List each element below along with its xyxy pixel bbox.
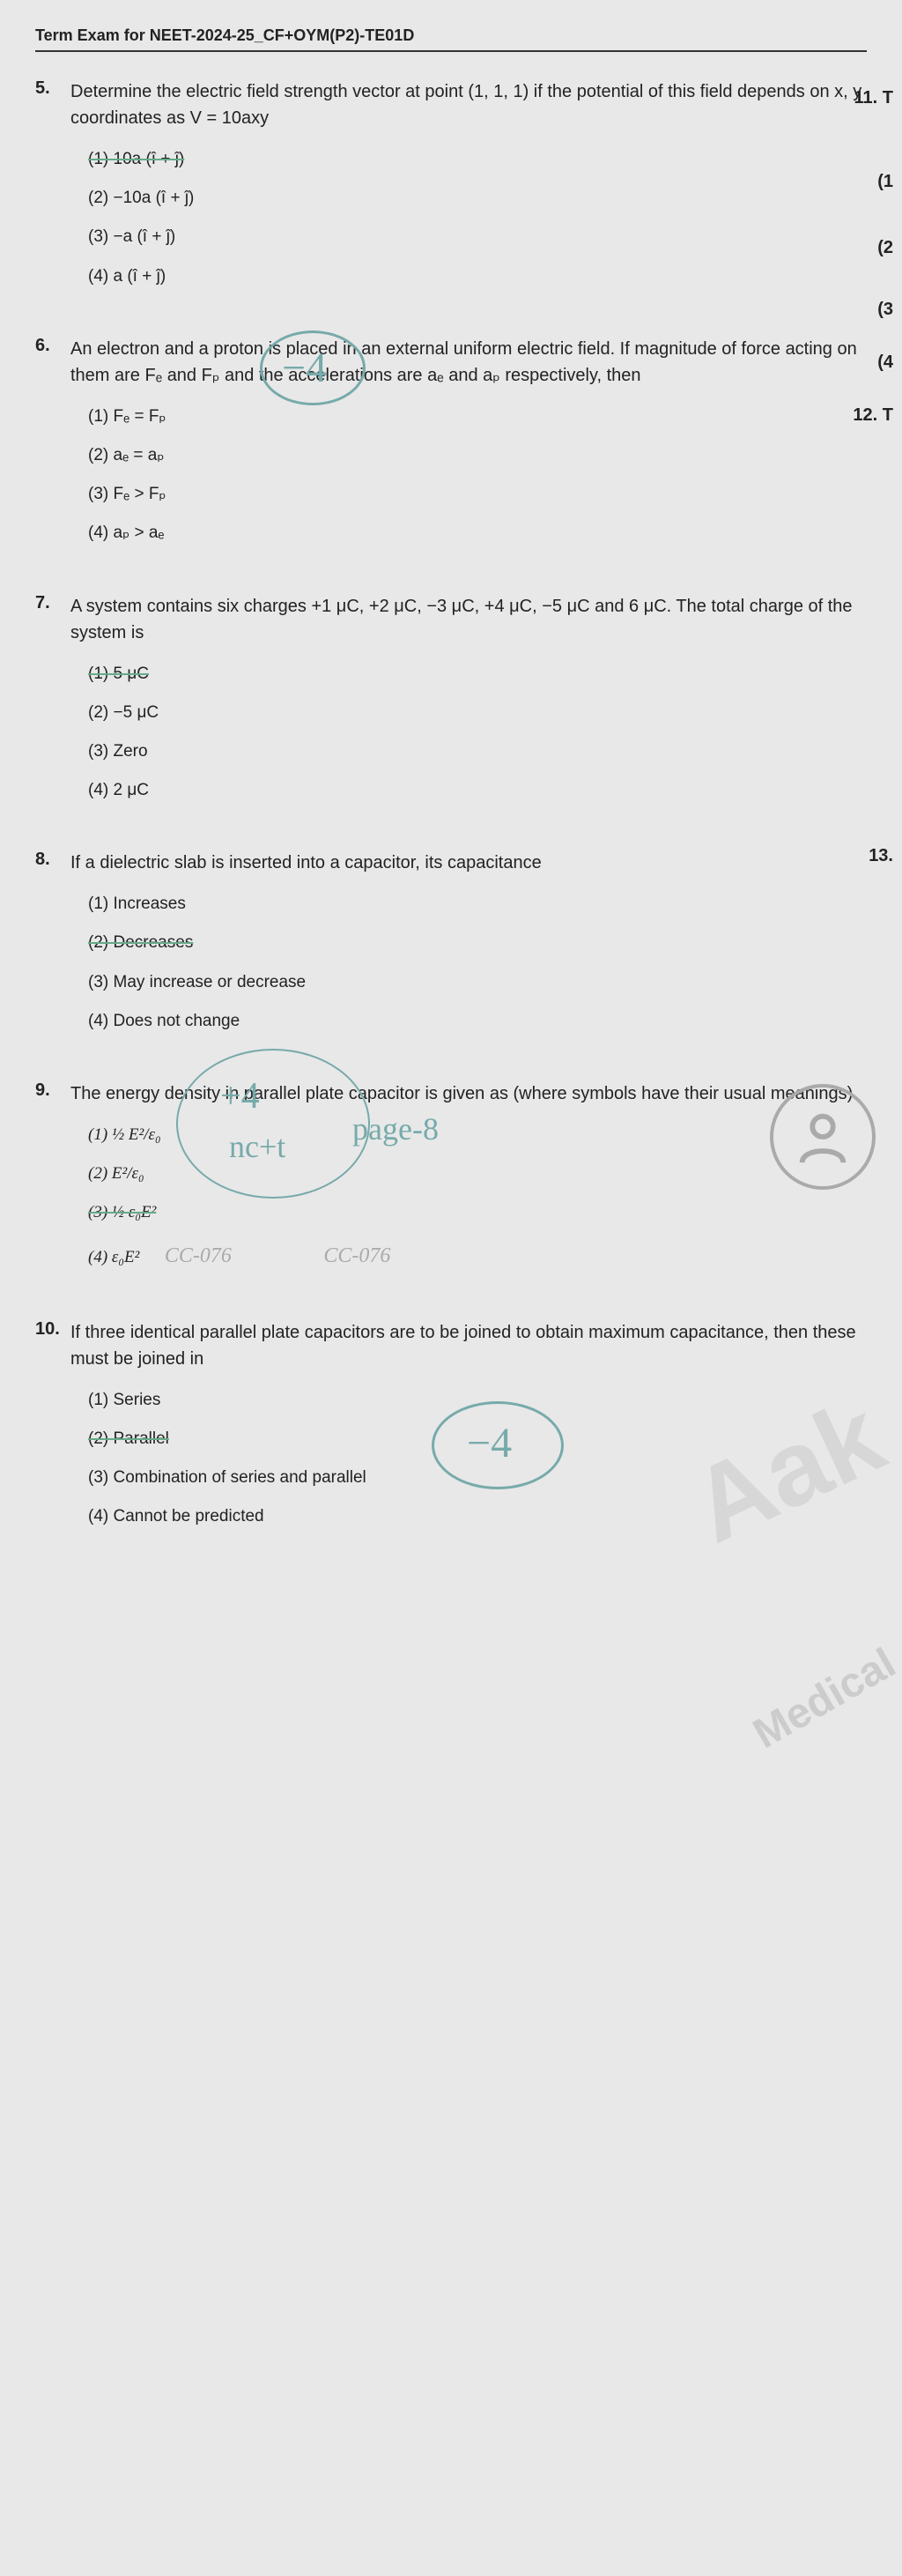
side-q13: 13. (869, 846, 893, 866)
q7-option-3: (3) Zero (88, 737, 867, 767)
q8-number: 8. (35, 850, 70, 1045)
question-9: 9. The energy density in parallel plate … (35, 1080, 867, 1284)
q6-text: An electron and a proton is placed in an… (70, 336, 867, 389)
q9-text: The energy density in parallel plate cap… (70, 1080, 867, 1107)
q10-text: If three identical parallel plate capaci… (70, 1319, 867, 1372)
q6-option-4: (4) aₚ > aₑ (88, 518, 867, 548)
q8-option-4: (4) Does not change (88, 1006, 867, 1036)
q7-option-2: (2) −5 μC (88, 698, 867, 728)
q6-option-2: (2) aₑ = aₚ (88, 441, 867, 471)
side-partial-2: (2 (877, 238, 893, 258)
handwritten-q7-2: nc+t (229, 1128, 285, 1165)
q9-option-4: (4) ε₀E² CC-076 CC-076 (88, 1237, 867, 1275)
handwritten-q8: −4 (467, 1419, 512, 1467)
q8-option-2: (2) Decreases (88, 928, 867, 958)
q9-option-1: (1) ½ E²/ε₀ (88, 1120, 867, 1150)
exam-header: Term Exam for NEET-2024-25_CF+OYM(P2)-TE… (35, 26, 867, 52)
q7-number: 7. (35, 593, 70, 815)
q6-option-1: (1) Fₑ = Fₚ (88, 402, 867, 432)
q5-option-4: (4) a (î + ĵ) (88, 262, 867, 292)
watermark-sub: Medical (745, 1639, 902, 1759)
handwritten-q5: −4 (282, 344, 327, 392)
q7-option-4: (4) 2 μC (88, 776, 867, 805)
q5-number: 5. (35, 78, 70, 301)
q5-option-1: (1) 10a (î + ĵ) (88, 145, 867, 174)
q9-option-3: (3) ½ ε₀E² (88, 1198, 867, 1228)
q9-option-4-text: (4) ε₀E² (88, 1248, 139, 1266)
q9-option-2: (2) E²/ε₀ (88, 1159, 867, 1189)
side-partial-3: (3 (877, 300, 893, 320)
q8-option-1: (1) Increases (88, 889, 867, 919)
q5-option-3: (3) −a (î + ĵ) (88, 222, 867, 252)
question-10: 10. If three identical parallel plate ca… (35, 1319, 867, 1541)
q6-number: 6. (35, 336, 70, 558)
q10-option-1: (1) Series (88, 1385, 867, 1415)
q10-option-3: (3) Combination of series and parallel (88, 1463, 867, 1493)
question-6: 6. An electron and a proton is placed in… (35, 336, 867, 558)
side-q11: 11. T (854, 88, 893, 108)
q10-option-4: (4) Cannot be predicted (88, 1502, 867, 1532)
question-8: 8. If a dielectric slab is inserted into… (35, 850, 867, 1045)
person-icon (770, 1084, 876, 1190)
q9-number: 9. (35, 1080, 70, 1284)
q5-option-2: (2) −10a (î + ĵ) (88, 183, 867, 213)
handwritten-q7-3: page-8 (352, 1110, 439, 1147)
q7-text: A system contains six charges +1 μC, +2 … (70, 593, 867, 646)
cc-code-left: CC-076 (165, 1244, 232, 1267)
side-partial-4: (4 (877, 353, 893, 373)
q7-option-1: (1) 5 μC (88, 659, 867, 689)
q10-number: 10. (35, 1319, 70, 1541)
question-5: 5. Determine the electric field strength… (35, 78, 867, 301)
q6-option-3: (3) Fₑ > Fₚ (88, 479, 867, 509)
handwritten-q7-1: +4 (220, 1075, 260, 1117)
question-7: 7. A system contains six charges +1 μC, … (35, 593, 867, 815)
q8-option-3: (3) May increase or decrease (88, 968, 867, 998)
side-q12: 12. T (853, 405, 893, 426)
cc-code-right: CC-076 (323, 1244, 390, 1267)
side-partial-1: (1 (877, 172, 893, 192)
q8-text: If a dielectric slab is inserted into a … (70, 850, 867, 876)
q5-text: Determine the electric field strength ve… (70, 78, 867, 131)
